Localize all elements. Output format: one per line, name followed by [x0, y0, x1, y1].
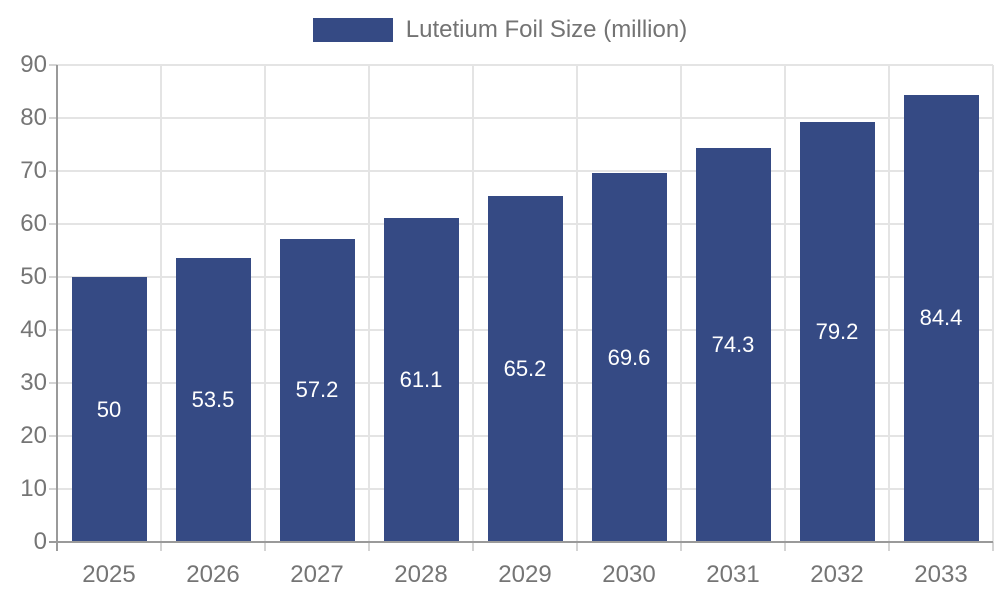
y-tick: [49, 223, 57, 225]
x-tick-label: 2033: [914, 561, 968, 588]
bar-value-label: 61.1: [399, 367, 443, 393]
y-axis-line: [56, 65, 58, 551]
y-tick: [49, 488, 57, 490]
bar[interactable]: [383, 218, 459, 542]
x-gridline: [680, 65, 682, 542]
x-gridline: [368, 65, 370, 542]
bar-value-label: 84.4: [919, 305, 963, 331]
y-tick-label: 30: [20, 369, 47, 396]
bar-value-label: 50: [96, 396, 122, 422]
x-tick-label: 2028: [394, 561, 448, 588]
y-tick: [49, 435, 57, 437]
x-tick: [576, 542, 578, 551]
x-gridline: [992, 65, 994, 542]
y-tick-label: 10: [20, 475, 47, 502]
bar-value-label: 65.2: [503, 356, 547, 382]
bar-value-label: 79.2: [815, 319, 859, 345]
bar-value-label: 69.6: [607, 344, 651, 370]
x-gridline: [472, 65, 474, 542]
legend-item[interactable]: Lutetium Foil Size (million): [0, 16, 1000, 44]
bar[interactable]: [695, 148, 771, 542]
x-gridline: [160, 65, 162, 542]
bar[interactable]: [279, 238, 355, 542]
y-gridline: [57, 170, 993, 172]
x-tick-label: 2030: [602, 561, 656, 588]
y-tick: [49, 276, 57, 278]
x-tick: [680, 542, 682, 551]
bar[interactable]: [591, 173, 667, 542]
x-tick: [264, 542, 266, 551]
bar[interactable]: [799, 122, 875, 542]
bar-value-label: 57.2: [295, 377, 339, 403]
y-tick: [49, 170, 57, 172]
x-tick-label: 2026: [186, 561, 240, 588]
x-tick: [472, 542, 474, 551]
x-gridline: [264, 65, 266, 542]
x-tick: [784, 542, 786, 551]
bar-value-label: 74.3: [711, 332, 755, 358]
x-gridline: [888, 65, 890, 542]
x-tick: [368, 542, 370, 551]
x-tick-label: 2031: [706, 561, 760, 588]
y-tick: [49, 117, 57, 119]
y-tick-label: 80: [20, 104, 47, 131]
x-tick: [992, 542, 994, 551]
y-tick: [49, 64, 57, 66]
y-tick-label: 90: [20, 51, 47, 78]
y-tick-label: 60: [20, 210, 47, 237]
bar[interactable]: [487, 196, 563, 542]
x-tick: [888, 542, 890, 551]
x-gridline: [576, 65, 578, 542]
x-gridline: [784, 65, 786, 542]
y-tick: [49, 329, 57, 331]
x-axis-line: [49, 541, 993, 543]
x-tick: [160, 542, 162, 551]
y-gridline: [57, 117, 993, 119]
x-tick-label: 2027: [290, 561, 344, 588]
y-tick-label: 40: [20, 316, 47, 343]
bar-value-label: 53.5: [191, 387, 235, 413]
legend-swatch: [312, 18, 393, 42]
y-tick-label: 0: [33, 528, 47, 555]
legend-label: Lutetium Foil Size (million): [405, 16, 688, 43]
y-tick-label: 70: [20, 157, 47, 184]
y-tick-label: 50: [20, 263, 47, 290]
bar[interactable]: [71, 277, 147, 542]
x-tick-label: 2032: [810, 561, 864, 588]
x-tick-label: 2029: [498, 561, 552, 588]
y-tick: [49, 382, 57, 384]
x-tick-label: 2025: [82, 561, 136, 588]
bar[interactable]: [903, 94, 979, 542]
y-tick-label: 20: [20, 422, 47, 449]
y-gridline: [57, 64, 993, 66]
bar[interactable]: [175, 258, 251, 542]
